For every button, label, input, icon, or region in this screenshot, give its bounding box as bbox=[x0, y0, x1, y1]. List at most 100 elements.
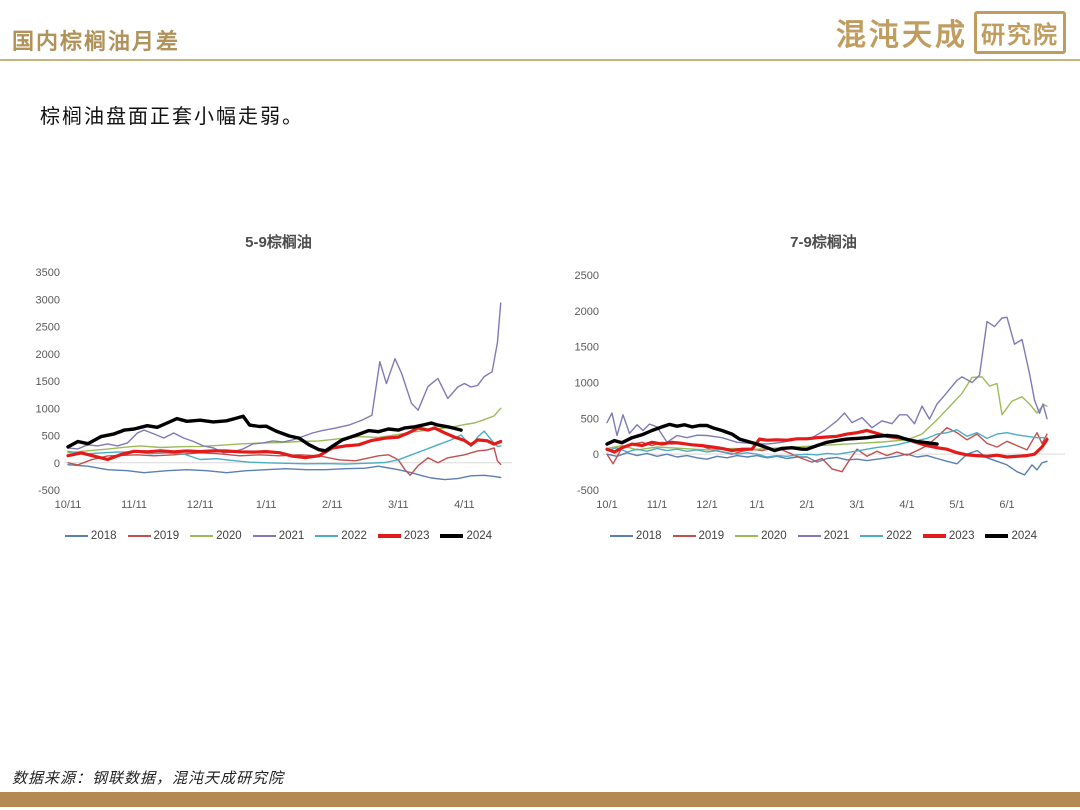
legend-label: 2019 bbox=[698, 530, 725, 542]
legend-item-2023: 2023 bbox=[377, 530, 430, 542]
legend-item-2018: 2018 bbox=[609, 530, 662, 542]
x-axis-tick-label: 2/11 bbox=[322, 499, 343, 511]
series-line-2018 bbox=[606, 449, 1048, 476]
legend-label: 2018 bbox=[90, 530, 117, 542]
legend-line-swatch bbox=[735, 535, 759, 537]
series-line-2021 bbox=[606, 316, 1048, 445]
bottom-accent-bar bbox=[0, 792, 1080, 807]
header-divider bbox=[0, 59, 1080, 61]
series-line-2023 bbox=[605, 428, 1049, 459]
chart-legend: 2018 2019 2020 2021 2022 2023 2024 bbox=[26, 530, 531, 542]
y-axis-tick-label: -500 bbox=[577, 485, 599, 497]
legend-label: 2018 bbox=[635, 530, 662, 542]
legend-line-swatch bbox=[190, 535, 214, 537]
legend-label: 2024 bbox=[466, 530, 493, 542]
y-axis-tick-label: 2500 bbox=[36, 322, 60, 334]
legend-line-swatch bbox=[609, 535, 633, 537]
legend-item-2020: 2020 bbox=[190, 530, 242, 542]
legend-item-2020: 2020 bbox=[735, 530, 787, 542]
legend-item-2023: 2023 bbox=[922, 530, 975, 542]
y-axis-tick-label: 2000 bbox=[36, 349, 60, 361]
legend-item-2018: 2018 bbox=[64, 530, 117, 542]
x-axis-tick-label: 1/11 bbox=[256, 499, 277, 511]
legend-label: 2022 bbox=[341, 530, 367, 542]
series-line-2022 bbox=[67, 430, 502, 465]
y-axis-tick-label: 0 bbox=[593, 449, 599, 461]
x-axis-tick-label: 11/11 bbox=[121, 499, 147, 511]
logo-brand-text: 混沌天成 bbox=[836, 18, 968, 53]
logo-seal-box: 研究院 bbox=[974, 10, 1066, 54]
data-source-text: 数据来源：钢联数据，混沌天成研究院 bbox=[12, 769, 285, 787]
y-axis-tick-label: -500 bbox=[38, 485, 60, 497]
series-line-2024 bbox=[605, 422, 939, 453]
x-axis-tick-label: 12/1 bbox=[696, 499, 717, 511]
charts-row: 5-9棕榈油 3500 3000 2500 2000 1500 1000 500 0 -500 1… bbox=[26, 232, 1076, 542]
page-title: 国内棕榈油月差 bbox=[12, 29, 181, 55]
y-axis-tick-label: 500 bbox=[42, 431, 60, 443]
legend-line-swatch bbox=[672, 535, 696, 537]
chart-canvas-5-9: 3500 3000 2500 2000 1500 1000 500 0 -500 10/11 11/… bbox=[36, 267, 512, 511]
y-axis-tick-label: 1000 bbox=[36, 403, 60, 415]
legend-line-swatch bbox=[315, 535, 339, 537]
legend-label: 2022 bbox=[886, 530, 912, 542]
legend-label: 2020 bbox=[761, 530, 787, 542]
legend-line-swatch bbox=[127, 535, 151, 537]
legend-label: 2019 bbox=[153, 530, 180, 542]
legend-item-2019: 2019 bbox=[127, 530, 180, 542]
y-axis-tick-label: 3000 bbox=[36, 294, 60, 306]
legend-line-swatch bbox=[64, 535, 88, 537]
series-line-2019 bbox=[67, 447, 502, 477]
x-axis-tick-label: 3/11 bbox=[388, 499, 409, 511]
legend-item-2024: 2024 bbox=[985, 530, 1037, 542]
x-axis-tick-label: 10/1 bbox=[596, 499, 617, 511]
summary-text: 棕榈油盘面正套小幅走弱。 bbox=[40, 104, 304, 128]
legend-item-2021: 2021 bbox=[797, 530, 850, 542]
chart-title: 5-9棕榈油 bbox=[245, 234, 312, 251]
y-axis-tick-label: 2500 bbox=[575, 270, 599, 282]
legend-item-2019: 2019 bbox=[672, 530, 725, 542]
legend-item-2022: 2022 bbox=[315, 530, 367, 542]
x-axis-tick-label: 3/1 bbox=[849, 499, 864, 511]
chart-legend: 2018 2019 2020 2021 2022 2023 2024 bbox=[571, 530, 1076, 542]
y-axis-tick-label: 1500 bbox=[575, 342, 599, 354]
y-axis-tick-label: 1500 bbox=[36, 376, 60, 388]
legend-line-swatch bbox=[797, 535, 821, 537]
legend-item-2021: 2021 bbox=[252, 530, 305, 542]
series-line-2024 bbox=[66, 414, 463, 453]
chart-canvas-7-9: 2500 2000 1500 1000 500 0 -500 10/1 11/1 12/1 1/1 2… bbox=[575, 270, 1065, 511]
chart-7-9-palm-oil: 7-9棕榈油 2500 2000 1500 1000 500 0 -500 10/1 11/1 1… bbox=[571, 232, 1076, 542]
y-axis-tick-label: 2000 bbox=[575, 306, 599, 318]
series-line-2022 bbox=[606, 429, 1048, 458]
legend-line-swatch bbox=[860, 535, 884, 537]
legend-line-swatch bbox=[440, 534, 464, 538]
series-line-2023 bbox=[66, 426, 503, 462]
x-axis-tick-label: 4/11 bbox=[454, 499, 475, 511]
x-axis-tick-label: 10/11 bbox=[55, 499, 82, 511]
legend-label: 2023 bbox=[948, 530, 975, 542]
x-axis-tick-label: 6/1 bbox=[999, 499, 1014, 511]
x-axis-tick-label: 5/1 bbox=[949, 499, 964, 511]
chart-5-9-palm-oil: 5-9棕榈油 3500 3000 2500 2000 1500 1000 500 0 -500 1… bbox=[26, 232, 531, 542]
legend-line-swatch bbox=[922, 534, 946, 538]
legend-line-swatch bbox=[377, 534, 401, 538]
x-axis-tick-label: 1/1 bbox=[749, 499, 764, 511]
legend-label: 2021 bbox=[278, 530, 305, 542]
company-logo: 混沌天成 研究院 bbox=[836, 10, 1066, 54]
y-axis-tick-label: 500 bbox=[581, 413, 599, 425]
legend-label: 2021 bbox=[823, 530, 850, 542]
legend-item-2022: 2022 bbox=[860, 530, 912, 542]
legend-label: 2023 bbox=[403, 530, 430, 542]
legend-label: 2020 bbox=[216, 530, 242, 542]
legend-item-2024: 2024 bbox=[440, 530, 492, 542]
legend-label: 2024 bbox=[1011, 530, 1038, 542]
x-axis-tick-label: 12/11 bbox=[187, 499, 214, 511]
x-axis-tick-label: 2/1 bbox=[799, 499, 814, 511]
legend-line-swatch bbox=[252, 535, 276, 537]
x-axis-tick-label: 4/1 bbox=[899, 499, 914, 511]
chart-title: 7-9棕榈油 bbox=[790, 234, 857, 251]
series-line-2018 bbox=[67, 463, 502, 481]
y-axis-tick-label: 3500 bbox=[36, 267, 60, 279]
y-axis-tick-label: 0 bbox=[54, 458, 60, 470]
y-axis-tick-label: 1000 bbox=[575, 378, 599, 390]
